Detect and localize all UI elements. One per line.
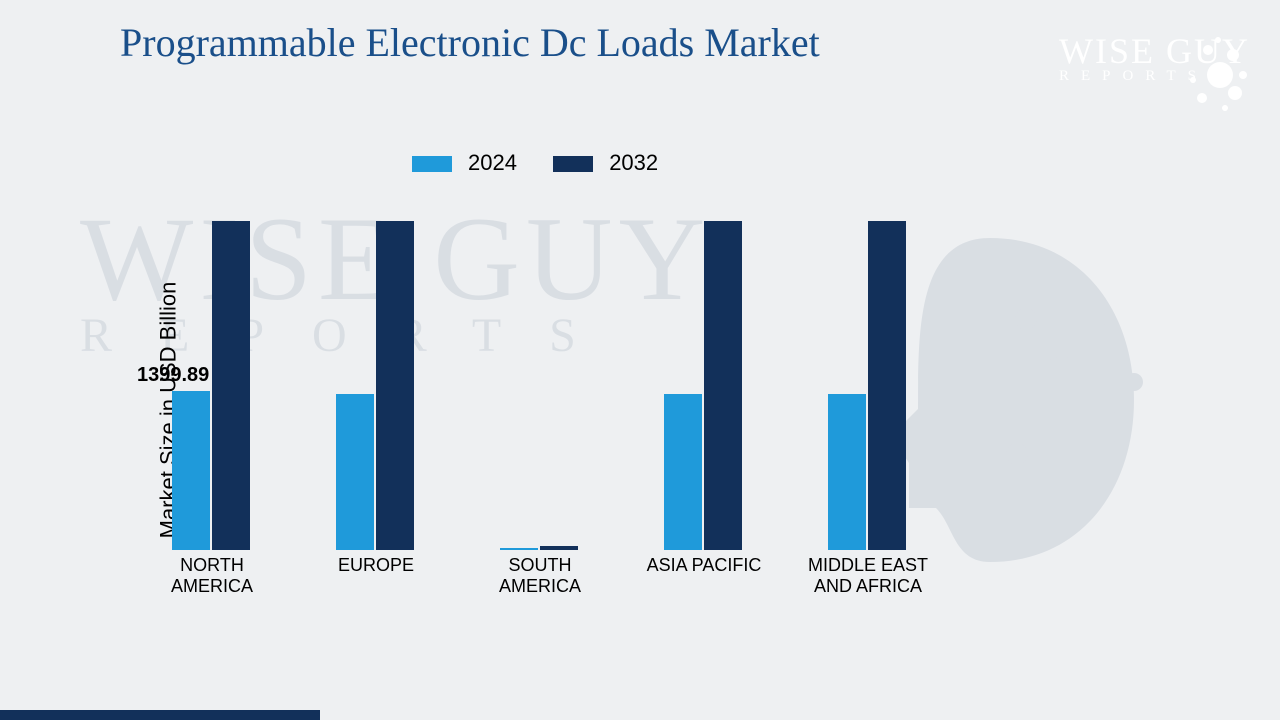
legend-label-2032: 2032 — [609, 150, 658, 175]
legend: 2024 2032 — [70, 150, 970, 176]
chart-canvas: WISE GUY REPORTS WISE GUY REPORTS Progra… — [0, 0, 1280, 720]
x-category-label: MIDDLE EAST AND AFRICA — [796, 555, 941, 596]
bar-2032 — [868, 221, 906, 550]
bar-2032 — [540, 546, 578, 550]
logo-line1: WISE GUY — [1059, 30, 1250, 72]
x-category-label: NORTH AMERICA — [140, 555, 285, 596]
x-category-label: ASIA PACIFIC — [632, 555, 777, 576]
x-category-label: EUROPE — [304, 555, 449, 576]
bar-2024 — [664, 394, 702, 550]
brand-logo: WISE GUY REPORTS — [1059, 30, 1250, 85]
bar-2032 — [212, 221, 250, 550]
legend-swatch-2032 — [553, 156, 593, 172]
x-category-label: SOUTH AMERICA — [468, 555, 613, 596]
legend-swatch-2024 — [412, 156, 452, 172]
bar-2024 — [500, 548, 538, 550]
bar-2032 — [704, 221, 742, 550]
bar-2024 — [172, 391, 210, 550]
legend-label-2024: 2024 — [468, 150, 517, 175]
bar-2032 — [376, 221, 414, 550]
chart-title: Programmable Electronic Dc Loads Market — [120, 20, 880, 66]
bottom-accent — [0, 710, 320, 720]
plot-area: 1399.89 — [130, 210, 950, 550]
bar-2024 — [828, 394, 866, 550]
data-label: 1399.89 — [137, 364, 209, 387]
bar-2024 — [336, 394, 374, 550]
bar-chart: Market Size in USD Billion 2024 2032 139… — [70, 150, 970, 670]
